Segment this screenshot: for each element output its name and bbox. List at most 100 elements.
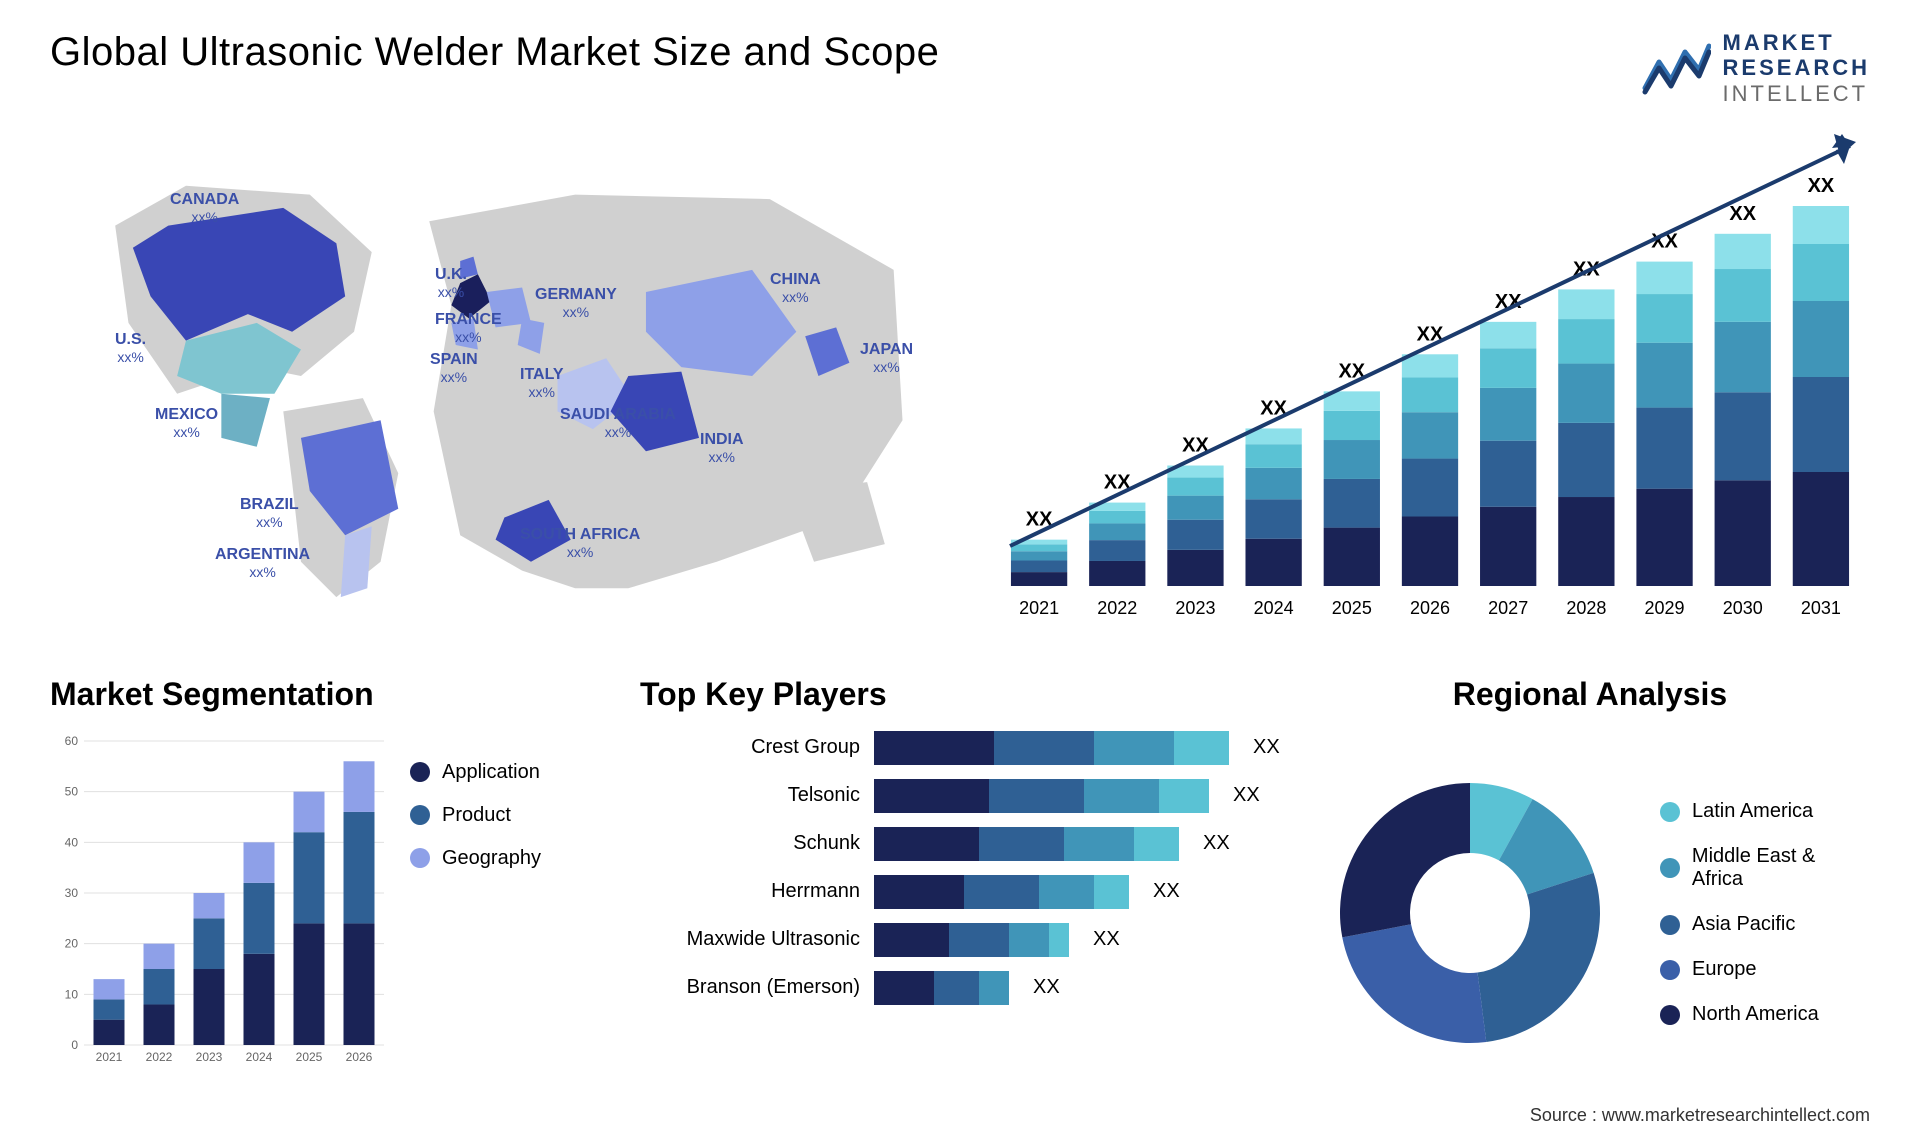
map-label-southafrica: SOUTH AFRICAxx% (520, 526, 640, 560)
kp-value: XX (1253, 736, 1280, 759)
kp-bar-segment (874, 971, 934, 1005)
key-players-panel: Top Key Players Crest GroupXXTelsonicXXS… (640, 676, 1280, 1096)
kp-bar-segment (874, 779, 989, 813)
legend-label: Latin America (1692, 800, 1813, 823)
legend-dot-icon (410, 848, 430, 868)
kp-bar-segment (1039, 875, 1094, 909)
kp-label: Branson (Emerson) (640, 976, 860, 999)
kp-label: Maxwide Ultrasonic (640, 928, 860, 951)
brand-logo: MARKET RESEARCH INTELLECT (1641, 30, 1870, 106)
kp-bar-segment (989, 779, 1084, 813)
map-label-us: U.S.xx% (115, 331, 146, 365)
kp-label: Schunk (640, 832, 860, 855)
svg-text:2026: 2026 (346, 1050, 373, 1064)
world-map-panel: CANADAxx%U.S.xx%MEXICOxx%BRAZILxx%ARGENT… (50, 126, 950, 646)
svg-text:XX: XX (1729, 203, 1756, 225)
kp-value: XX (1233, 784, 1260, 807)
svg-text:40: 40 (65, 835, 79, 849)
regional-legend: Latin America Middle East & Africa Asia Pa… (1660, 800, 1870, 1026)
kp-bar (874, 827, 1179, 861)
header: Global Ultrasonic Welder Market Size and… (50, 30, 1870, 106)
svg-text:2022: 2022 (1097, 598, 1137, 618)
map-label-france: FRANCExx% (435, 311, 502, 345)
kp-value: XX (1203, 832, 1230, 855)
kp-row: Schunk XX (640, 827, 1280, 861)
kp-bar-segment (874, 923, 949, 957)
legend-label: Application (442, 761, 540, 784)
map-label-argentina: ARGENTINAxx% (215, 546, 310, 580)
kp-row: Crest Group XX (640, 731, 1280, 765)
svg-text:20: 20 (65, 937, 79, 951)
logo-text: MARKET RESEARCH INTELLECT (1723, 30, 1870, 106)
kp-label: Herrmann (640, 880, 860, 903)
map-label-italy: ITALYxx% (520, 366, 564, 400)
kp-bar-segment (979, 971, 1009, 1005)
kp-bar-segment (1049, 923, 1069, 957)
svg-text:30: 30 (65, 886, 79, 900)
kp-bar-segment (934, 971, 979, 1005)
map-label-germany: GERMANYxx% (535, 286, 617, 320)
svg-text:2031: 2031 (1801, 598, 1841, 618)
kp-bar-segment (874, 875, 964, 909)
regional-panel: Regional Analysis Latin America Middle Ea… (1310, 676, 1870, 1096)
svg-text:2026: 2026 (1410, 598, 1450, 618)
kp-label: Telsonic (640, 784, 860, 807)
reg-legend-latin-america: Latin America (1660, 800, 1870, 823)
segmentation-panel: Market Segmentation 01020304050602021202… (50, 676, 610, 1096)
kp-bar-segment (1094, 875, 1129, 909)
key-players-title: Top Key Players (640, 676, 1280, 713)
segmentation-title: Market Segmentation (50, 676, 610, 713)
kp-bar-segment (874, 827, 979, 861)
kp-row: Branson (Emerson) XX (640, 971, 1280, 1005)
segmentation-chart: 0102030405060202120222023202420252026 (50, 731, 390, 1071)
growth-chart: XX2021XX2022XX2023XX2024XX2025XX2026XX20… (990, 126, 1870, 646)
legend-label: Asia Pacific (1692, 913, 1795, 936)
svg-text:2028: 2028 (1566, 598, 1606, 618)
map-label-uk: U.K.xx% (435, 266, 467, 300)
svg-text:2027: 2027 (1488, 598, 1528, 618)
svg-text:2024: 2024 (1254, 598, 1294, 618)
map-label-brazil: BRAZILxx% (240, 496, 299, 530)
legend-dot-icon (1660, 858, 1680, 878)
svg-text:60: 60 (65, 734, 79, 748)
source-text: Source : www.marketresearchintellect.com (1530, 1105, 1870, 1126)
seg-legend-application: Application (410, 761, 541, 784)
kp-bar-segment (994, 731, 1094, 765)
reg-legend-asia-pacific: Asia Pacific (1660, 913, 1870, 936)
legend-label: Middle East & Africa (1692, 845, 1870, 891)
svg-text:2029: 2029 (1645, 598, 1685, 618)
kp-bar-segment (1084, 779, 1159, 813)
kp-row: Telsonic XX (640, 779, 1280, 813)
kp-bar-segment (1094, 731, 1174, 765)
kp-bar-segment (1174, 731, 1229, 765)
legend-dot-icon (1660, 1005, 1680, 1025)
legend-label: Product (442, 804, 511, 827)
kp-value: XX (1033, 976, 1060, 999)
seg-legend-product: Product (410, 804, 541, 827)
key-players-chart: Crest GroupXXTelsonicXXSchunkXXHerrmannX… (640, 731, 1280, 1096)
seg-legend-geography: Geography (410, 847, 541, 870)
svg-text:0: 0 (71, 1038, 78, 1052)
svg-text:2023: 2023 (1175, 598, 1215, 618)
kp-bar-segment (1064, 827, 1134, 861)
map-label-india: INDIAxx% (700, 431, 744, 465)
reg-legend-north-america: North America (1660, 1003, 1870, 1026)
regional-title: Regional Analysis (1310, 676, 1870, 713)
page-title: Global Ultrasonic Welder Market Size and… (50, 30, 939, 75)
kp-bar-segment (1159, 779, 1209, 813)
legend-dot-icon (1660, 802, 1680, 822)
map-label-japan: JAPANxx% (860, 341, 913, 375)
segmentation-legend: Application Product Geography (410, 731, 541, 870)
legend-label: North America (1692, 1003, 1819, 1026)
growth-chart-panel: XX2021XX2022XX2023XX2024XX2025XX2026XX20… (990, 126, 1870, 646)
kp-row: HerrmannXX (640, 875, 1280, 909)
svg-text:2030: 2030 (1723, 598, 1763, 618)
map-label-spain: SPAINxx% (430, 351, 478, 385)
map-label-canada: CANADAxx% (170, 191, 239, 225)
svg-text:2021: 2021 (96, 1050, 123, 1064)
legend-dot-icon (1660, 960, 1680, 980)
kp-bar-segment (949, 923, 1009, 957)
reg-legend-europe: Europe (1660, 958, 1870, 981)
kp-bar-segment (874, 731, 994, 765)
kp-label: Crest Group (640, 736, 860, 759)
